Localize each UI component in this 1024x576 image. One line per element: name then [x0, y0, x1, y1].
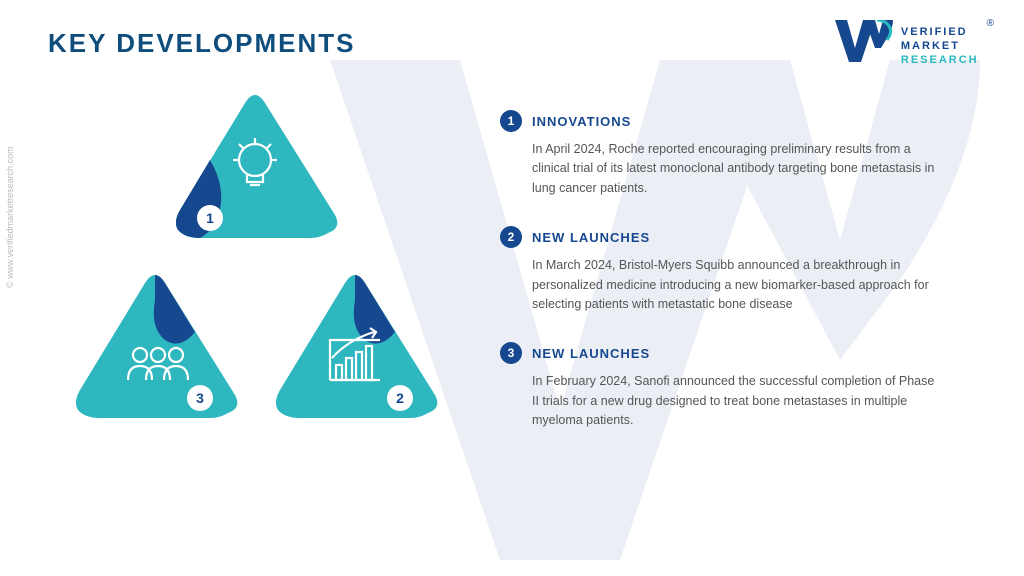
- item-2-title: NEW LAUNCHES: [532, 230, 650, 245]
- content-item-3: 3 NEW LAUNCHES In February 2024, Sanofi …: [500, 342, 980, 430]
- logo-line1: VERIFIED: [901, 25, 979, 39]
- content-list: 1 INNOVATIONS In April 2024, Roche repor…: [500, 110, 980, 430]
- logo-line3: RESEARCH: [901, 53, 979, 67]
- item-3-header: 3 NEW LAUNCHES: [500, 342, 980, 364]
- content-item-2: 2 NEW LAUNCHES In March 2024, Bristol-My…: [500, 226, 980, 314]
- item-1-title: INNOVATIONS: [532, 114, 631, 129]
- triangle-3-number: 3: [196, 390, 204, 406]
- triangle-graphic-group: 1 2: [70, 90, 450, 470]
- item-1-number: 1: [500, 110, 522, 132]
- item-2-header: 2 NEW LAUNCHES: [500, 226, 980, 248]
- triangle-3: 3: [70, 270, 240, 420]
- item-3-body: In February 2024, Sanofi announced the s…: [500, 372, 940, 430]
- logo-text: VERIFIED MARKET RESEARCH: [901, 25, 979, 68]
- item-1-header: 1 INNOVATIONS: [500, 110, 980, 132]
- brand-logo: VERIFIED MARKET RESEARCH ®: [835, 20, 994, 72]
- triangle-2-number: 2: [396, 390, 404, 406]
- item-3-number: 3: [500, 342, 522, 364]
- page-title: KEY DEVELOPMENTS: [48, 28, 355, 59]
- triangle-1: 1: [170, 90, 340, 240]
- triangle-2: 2: [270, 270, 440, 420]
- triangle-1-number: 1: [206, 210, 214, 226]
- watermark-text: © www.verifiedmarketresearch.com: [5, 146, 15, 288]
- item-2-body: In March 2024, Bristol-Myers Squibb anno…: [500, 256, 940, 314]
- registered-mark: ®: [987, 18, 994, 29]
- item-3-title: NEW LAUNCHES: [532, 346, 650, 361]
- item-2-number: 2: [500, 226, 522, 248]
- logo-line2: MARKET: [901, 39, 979, 53]
- content-item-1: 1 INNOVATIONS In April 2024, Roche repor…: [500, 110, 980, 198]
- logo-mark: [835, 20, 893, 72]
- item-1-body: In April 2024, Roche reported encouragin…: [500, 140, 940, 198]
